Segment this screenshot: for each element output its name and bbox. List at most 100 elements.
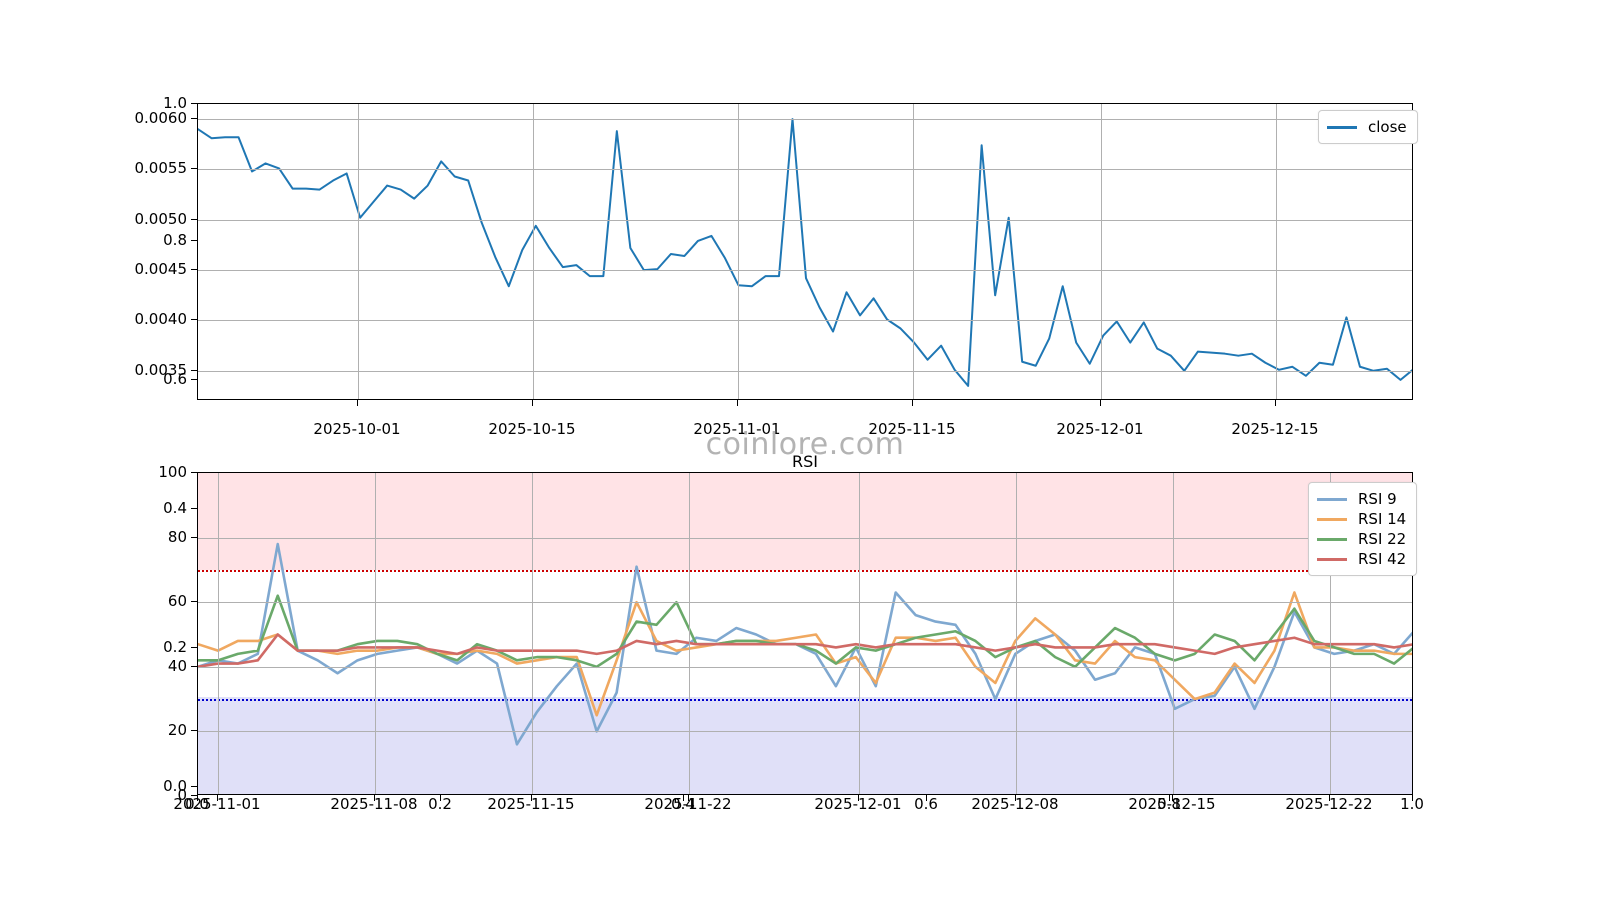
price-x-tick-label: 2025-10-15 (488, 420, 576, 438)
price-chart-panel: close 0.0060 0.0055 0.0050 0.0045 0.0040 0.00… (134, 94, 1418, 438)
gridline-vertical (358, 104, 359, 399)
tick-mark (737, 400, 738, 406)
rsi-x-tick-label: 2025-12-22 (1285, 795, 1373, 813)
price-y-tick-label: 0.0060 (134, 109, 188, 128)
gridline-horizontal (198, 270, 1412, 272)
price-line-series (198, 118, 1412, 387)
gridline-vertical (859, 473, 860, 794)
tick-mark (191, 240, 197, 241)
gridline-vertical (689, 473, 690, 794)
price-x-tick-label: 2025-11-15 (868, 420, 956, 438)
rsi-plot-area (197, 472, 1413, 795)
tick-mark (532, 400, 533, 406)
rsi-legend[interactable]: RSI 9 RSI 14 RSI 22 RSI 42 (1308, 482, 1418, 576)
gridline-horizontal (198, 602, 1412, 604)
overbought-band (198, 473, 1412, 570)
oversold-threshold-line (198, 699, 1412, 702)
gridline-horizontal (198, 666, 1412, 668)
tick-mark (1100, 400, 1101, 406)
rsi-y-tick-secondary-label: 0.2 (163, 638, 187, 656)
rsi-x-tick-secondary-label: 0.8 (1157, 795, 1181, 813)
price-legend[interactable]: close (1318, 110, 1418, 144)
legend-label: RSI 22 (1358, 530, 1407, 548)
legend-label: RSI 9 (1358, 490, 1397, 508)
rsi-x-tick-label: 2025-12-15 (1128, 795, 1216, 813)
tick-mark (1412, 795, 1413, 801)
rsi-y-tick-secondary-label: 0.0 (163, 777, 187, 795)
tick-mark (191, 118, 197, 120)
gridline-vertical (738, 104, 739, 399)
gridline-vertical (1330, 473, 1331, 794)
tick-mark (191, 103, 197, 104)
tick-mark (912, 400, 913, 406)
tick-mark (357, 400, 358, 406)
tick-mark (1275, 400, 1276, 406)
rsi-legend-item[interactable]: RSI 42 (1317, 549, 1406, 569)
gridline-vertical (1276, 104, 1277, 399)
rsi-x-tick-label: 2025-12-08 (971, 795, 1059, 813)
gridline-horizontal (198, 219, 1412, 221)
legend-color-swatch (1317, 557, 1347, 561)
rsi-chart-panel: RSI 9 RSI 14 RSI 22 RSI 42 100 80 60 40 20 0 0.4 0… (0, 460, 1600, 900)
price-legend-item[interactable]: close (1327, 117, 1407, 137)
rsi-legend-item[interactable]: RSI 22 (1317, 529, 1406, 549)
legend-color-swatch (1317, 517, 1347, 521)
legend-label: RSI 14 (1358, 510, 1407, 528)
tick-mark (926, 795, 927, 801)
legend-label: close (1368, 118, 1407, 136)
price-y-tick-secondary-label: 0.8 (163, 231, 187, 249)
legend-color-swatch (1317, 537, 1347, 541)
tick-mark (191, 601, 197, 603)
gridline-vertical (375, 473, 376, 794)
price-y-tick-label: 0.0040 (134, 310, 188, 329)
gridline-vertical (218, 473, 219, 794)
rsi-panel-title: RSI (792, 452, 818, 471)
tick-mark (191, 168, 197, 170)
price-plot-area (197, 103, 1413, 400)
rsi-x-tick-secondary-label: 0.0 (185, 795, 209, 813)
rsi-y-tick-label: 80 (167, 527, 187, 546)
tick-mark (191, 379, 197, 380)
tick-mark (191, 795, 197, 796)
price-y-tick-label: 0.0055 (134, 159, 188, 178)
rsi-x-tick-secondary-label: 0.6 (914, 795, 938, 813)
gridline-horizontal (198, 370, 1412, 372)
tick-mark (191, 647, 197, 648)
tick-mark (858, 795, 859, 801)
price-y-tick-label: 0.0050 (134, 209, 188, 228)
tick-mark (374, 795, 375, 801)
overbought-threshold-line (198, 569, 1412, 572)
rsi-x-tick-label: 2025-11-01 (173, 795, 261, 813)
gridline-vertical (913, 104, 914, 399)
rsi-x-tick-label: 2025-11-08 (330, 795, 418, 813)
rsi-y-tick-label: 40 (167, 656, 187, 675)
legend-label: RSI 42 (1358, 550, 1407, 568)
tick-mark (1015, 795, 1016, 801)
rsi-line-series (198, 542, 1412, 746)
gridline-horizontal (198, 169, 1412, 171)
rsi-y-tick-label: 20 (167, 721, 187, 740)
tick-mark (1172, 795, 1173, 801)
gridline-vertical (532, 473, 533, 794)
gridline-horizontal (198, 320, 1412, 322)
rsi-x-tick-secondary-label: 0.4 (671, 795, 695, 813)
gridline-horizontal (198, 731, 1412, 733)
rsi-legend-item[interactable]: RSI 9 (1317, 489, 1406, 509)
tick-mark (191, 786, 197, 787)
rsi-y-tick-label: 60 (167, 592, 187, 611)
watermark-coinlore: coinlore.com (705, 427, 905, 462)
rsi-x-tick-label: 2025-11-15 (487, 795, 575, 813)
tick-mark (191, 536, 197, 538)
tick-mark (197, 795, 198, 801)
gridline-vertical (1101, 104, 1102, 399)
gridline-horizontal (198, 119, 1412, 121)
tick-mark (191, 665, 197, 667)
price-x-tick-label: 2025-11-01 (693, 420, 781, 438)
tick-mark (440, 795, 441, 801)
rsi-legend-item[interactable]: RSI 14 (1317, 509, 1406, 529)
gridline-vertical (1016, 473, 1017, 794)
rsi-x-tick-label: 2025-11-22 (644, 795, 732, 813)
tick-mark (191, 730, 197, 732)
tick-mark (217, 795, 218, 801)
